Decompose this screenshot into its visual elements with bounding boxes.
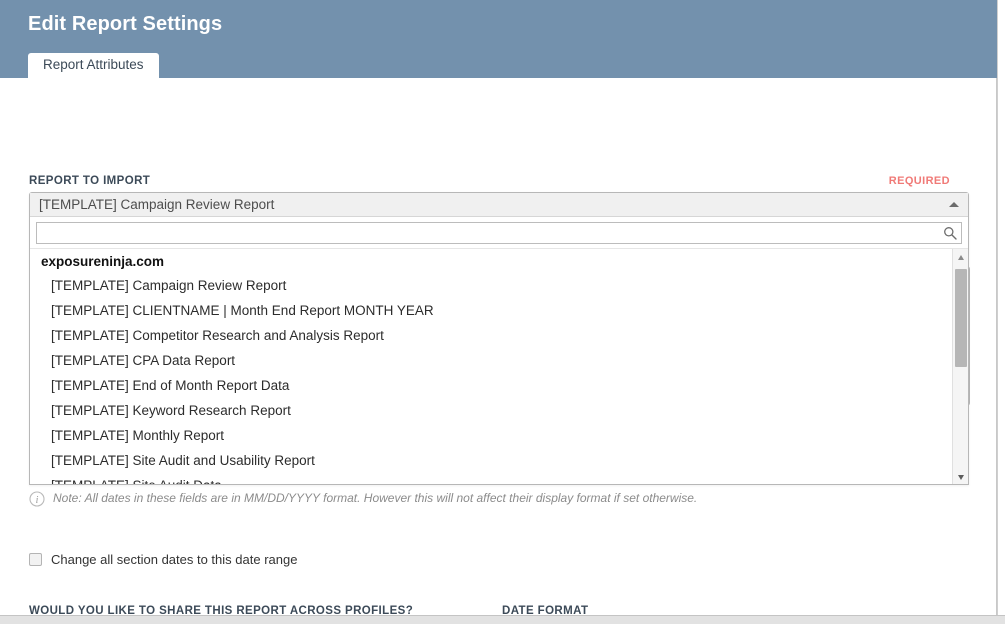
combobox-selected-value-row[interactable]: [TEMPLATE] Campaign Review Report (30, 193, 968, 217)
combobox-selected-value: [TEMPLATE] Campaign Review Report (39, 197, 275, 212)
list-item[interactable]: [TEMPLATE] CPA Data Report (51, 353, 236, 368)
list-item[interactable]: [TEMPLATE] End of Month Report Data (51, 378, 290, 393)
required-badge: REQUIRED (888, 175, 950, 187)
list-item[interactable]: [TEMPLATE] Monthly Report (51, 428, 225, 443)
right-gutter (997, 0, 1005, 615)
list-item[interactable]: [TEMPLATE] CLIENTNAME | Month End Report… (51, 303, 434, 318)
scroll-up-arrow-icon[interactable] (953, 249, 968, 265)
list-item[interactable]: [TEMPLATE] Campaign Review Report (51, 278, 287, 293)
combobox-search-field[interactable] (36, 222, 962, 244)
tab-report-attributes[interactable]: Report Attributes (28, 53, 159, 78)
form-body: REPORT TO IMPORT REQUIRED [TEMPLATE] Cam… (0, 78, 997, 624)
scrollbar-thumb[interactable] (955, 269, 967, 367)
search-input[interactable] (37, 223, 961, 243)
footer-strip (0, 615, 1005, 624)
svg-text:i: i (36, 495, 39, 506)
list-item[interactable]: [TEMPLATE] Keyword Research Report (51, 403, 291, 418)
report-to-import-combobox[interactable]: [TEMPLATE] Campaign Review Report exposu… (29, 192, 969, 485)
results-scrollbar[interactable] (952, 249, 968, 484)
tab-bar: Report Attributes (28, 53, 159, 78)
change-section-dates-label: Change all section dates to this date ra… (51, 552, 298, 567)
share-report-label: WOULD YOU LIKE TO SHARE THIS REPORT ACRO… (29, 605, 414, 617)
change-section-dates-checkbox[interactable] (29, 553, 42, 566)
date-format-label: DATE FORMAT (502, 605, 589, 617)
note-text: Note: All dates in these fields are in M… (53, 491, 698, 505)
list-item[interactable]: [TEMPLATE] Site Audit and Usability Repo… (51, 453, 315, 468)
page-title: Edit Report Settings (28, 13, 223, 35)
scroll-down-arrow-icon[interactable] (953, 469, 968, 484)
list-item[interactable]: [TEMPLATE] Site Audit Data (30, 473, 968, 484)
page-header: Edit Report Settings Report Attributes (0, 0, 997, 78)
combobox-search-wrapper (30, 217, 968, 248)
info-icon: i (29, 491, 45, 507)
combobox-results-list[interactable]: exposureninja.com [TEMPLATE] Campaign Re… (30, 248, 968, 484)
chevron-up-icon[interactable] (949, 202, 959, 207)
report-to-import-label: REPORT TO IMPORT (29, 175, 151, 187)
list-item[interactable]: [TEMPLATE] Competitor Research and Analy… (51, 328, 384, 343)
results-group-header: exposureninja.com (41, 254, 165, 269)
